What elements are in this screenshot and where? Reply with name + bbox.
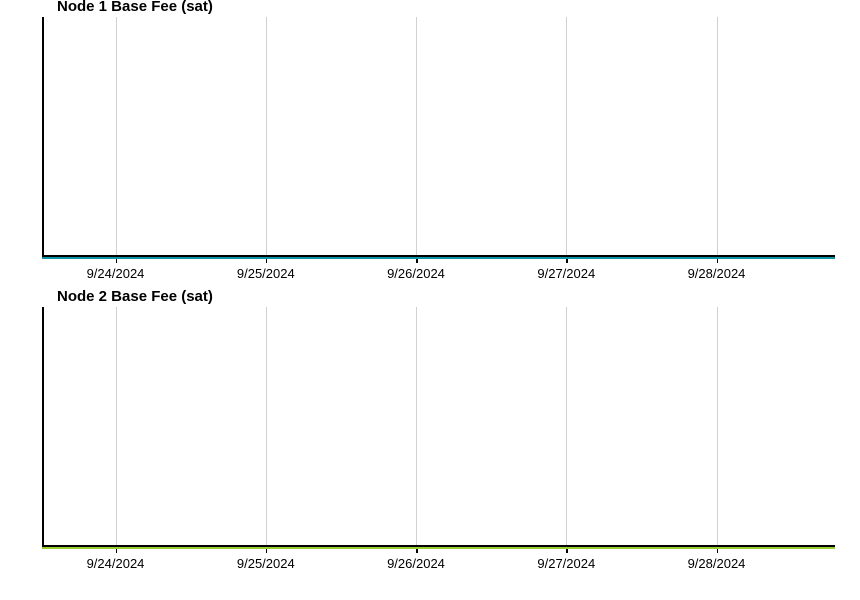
x-axis-tick	[566, 257, 568, 263]
x-axis-tick	[115, 257, 117, 263]
x-axis-label: 9/24/2024	[86, 266, 145, 281]
x-axis-label: 9/25/2024	[236, 556, 295, 571]
plot-area	[42, 307, 835, 553]
x-axis-label: 9/26/2024	[387, 556, 445, 571]
x-axis-tick	[416, 547, 418, 553]
x-axis-label: 9/24/2024	[86, 556, 145, 571]
gridline	[716, 17, 718, 255]
gridline	[115, 17, 117, 255]
chart-title: Node 1 Base Fee (sat)	[57, 0, 213, 15]
gridline	[566, 307, 568, 545]
x-axis-label: 9/28/2024	[687, 556, 746, 571]
x-axis-tick	[115, 547, 117, 553]
x-axis-tick	[265, 257, 268, 263]
gridline	[416, 17, 417, 255]
node2-base-fee-chart: Node 2 Base Fee (sat) 9/24/2024 9/25/202…	[0, 288, 860, 580]
x-axis-tick	[716, 547, 718, 553]
gridline	[716, 307, 718, 545]
plot-area	[42, 17, 835, 263]
x-axis-label: 9/26/2024	[387, 266, 445, 281]
node1-base-fee-chart: Node 1 Base Fee (sat) 9/24/2024 9/25/202…	[0, 0, 860, 290]
gridline	[115, 307, 117, 545]
x-axis-labels: 9/24/2024 9/25/2024 9/26/2024 9/27/2024 …	[44, 266, 835, 282]
gridline	[265, 17, 267, 255]
x-axis-tick	[265, 547, 268, 553]
gridline	[566, 17, 568, 255]
x-axis-tick	[416, 257, 418, 263]
gridline	[416, 307, 417, 545]
x-axis-label: 9/25/2024	[236, 266, 295, 281]
x-axis-tick	[716, 257, 718, 263]
chart-title: Node 2 Base Fee (sat)	[57, 288, 213, 305]
node2-series-line	[42, 547, 835, 549]
x-axis-label: 9/27/2024	[537, 556, 596, 571]
x-axis-label: 9/27/2024	[537, 266, 596, 281]
x-axis-label: 9/28/2024	[687, 266, 746, 281]
gridline	[265, 307, 267, 545]
x-axis-labels: 9/24/2024 9/25/2024 9/26/2024 9/27/2024 …	[44, 556, 835, 572]
node1-series-line	[42, 257, 835, 259]
x-axis-tick	[566, 547, 568, 553]
